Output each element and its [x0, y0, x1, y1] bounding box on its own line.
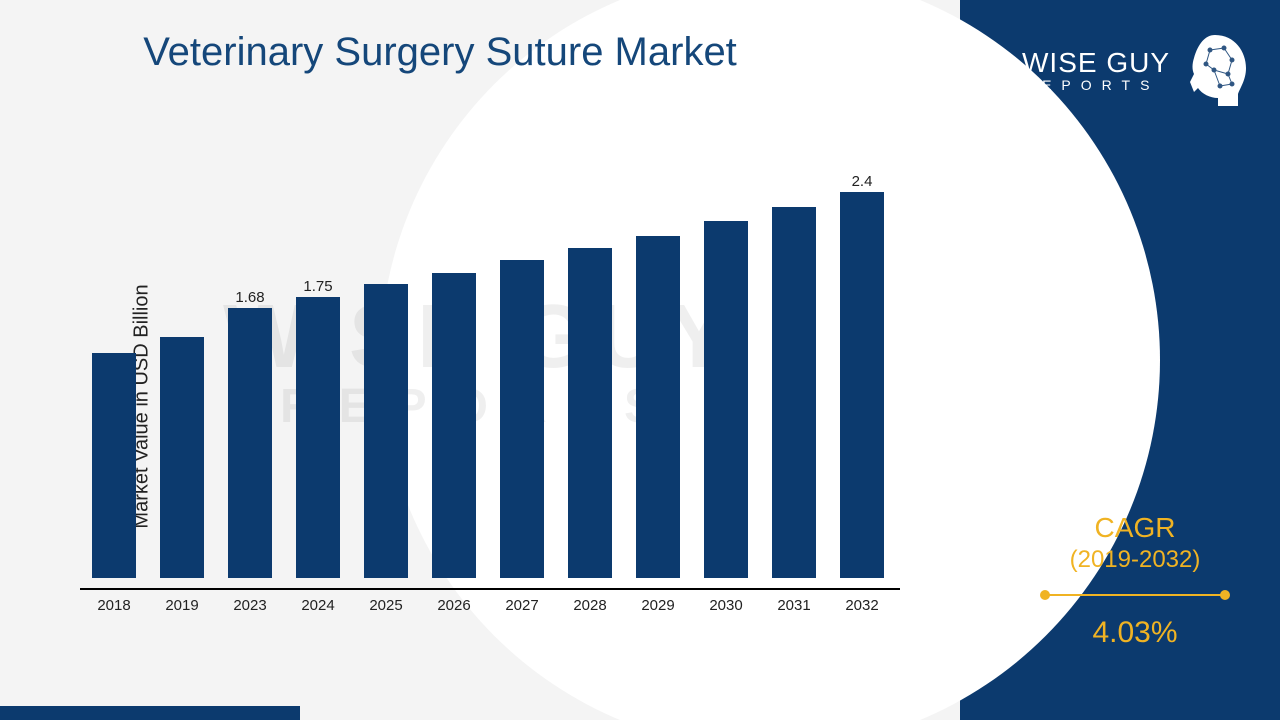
chart-title: Veterinary Surgery Suture Market [0, 30, 880, 75]
brand-line1: WISE GUY [1022, 47, 1170, 79]
bar-slot: 2019 [148, 160, 216, 590]
x-tick-label: 2025 [352, 597, 420, 614]
bar [432, 273, 476, 578]
x-tick-label: 2019 [148, 597, 216, 614]
brand-text: WISE GUY REPORTS [1022, 47, 1170, 93]
bar [568, 248, 612, 578]
chart-area: WISE GUY REPORTS Veterinary Surgery Sutu… [0, 0, 960, 720]
bar-slot: 2027 [488, 160, 556, 590]
cagr-divider [1045, 594, 1225, 596]
x-tick-label: 2032 [828, 597, 896, 614]
x-tick-label: 2026 [420, 597, 488, 614]
x-tick-label: 2018 [80, 597, 148, 614]
bar [92, 353, 136, 578]
bar [228, 308, 272, 578]
bar-value-label: 1.68 [216, 289, 284, 306]
bar [704, 221, 748, 578]
brand-logo: WISE GUY REPORTS [1022, 30, 1250, 110]
x-tick-label: 2027 [488, 597, 556, 614]
bar-slot: 2028 [556, 160, 624, 590]
cagr-value: 4.03% [1030, 616, 1240, 650]
chart-plot: 201820191.6820231.7520242025202620272028… [80, 160, 900, 590]
bar [364, 284, 408, 578]
bar [296, 297, 340, 578]
x-tick-label: 2031 [760, 597, 828, 614]
bar-slot: 2025 [352, 160, 420, 590]
cagr-subtitle: (2019-2032) [1030, 546, 1240, 574]
bar-slot: 2029 [624, 160, 692, 590]
cagr-block: CAGR (2019-2032) 4.03% [1030, 512, 1240, 650]
bar-slot: 1.752024 [284, 160, 352, 590]
footer-accent-bar [0, 706, 300, 720]
bar-value-label: 1.75 [284, 278, 352, 295]
bar [840, 192, 884, 578]
head-network-icon [1180, 30, 1250, 110]
bar [636, 236, 680, 578]
cagr-title: CAGR [1030, 512, 1240, 544]
brand-line2: REPORTS [1022, 77, 1170, 93]
bar-slot: 2.42032 [828, 160, 896, 590]
bar [160, 337, 204, 578]
bar-slot: 2026 [420, 160, 488, 590]
page-root: WISE GUY REPORTS Veterinary Surgery Sutu… [0, 0, 1280, 720]
x-tick-label: 2023 [216, 597, 284, 614]
x-tick-label: 2028 [556, 597, 624, 614]
bar-slot: 2018 [80, 160, 148, 590]
x-tick-label: 2030 [692, 597, 760, 614]
bar-value-label: 2.4 [828, 173, 896, 190]
bar-slot: 2030 [692, 160, 760, 590]
x-tick-label: 2029 [624, 597, 692, 614]
bar [500, 260, 544, 578]
bar [772, 207, 816, 578]
bar-slot: 1.682023 [216, 160, 284, 590]
bar-slot: 2031 [760, 160, 828, 590]
x-tick-label: 2024 [284, 597, 352, 614]
